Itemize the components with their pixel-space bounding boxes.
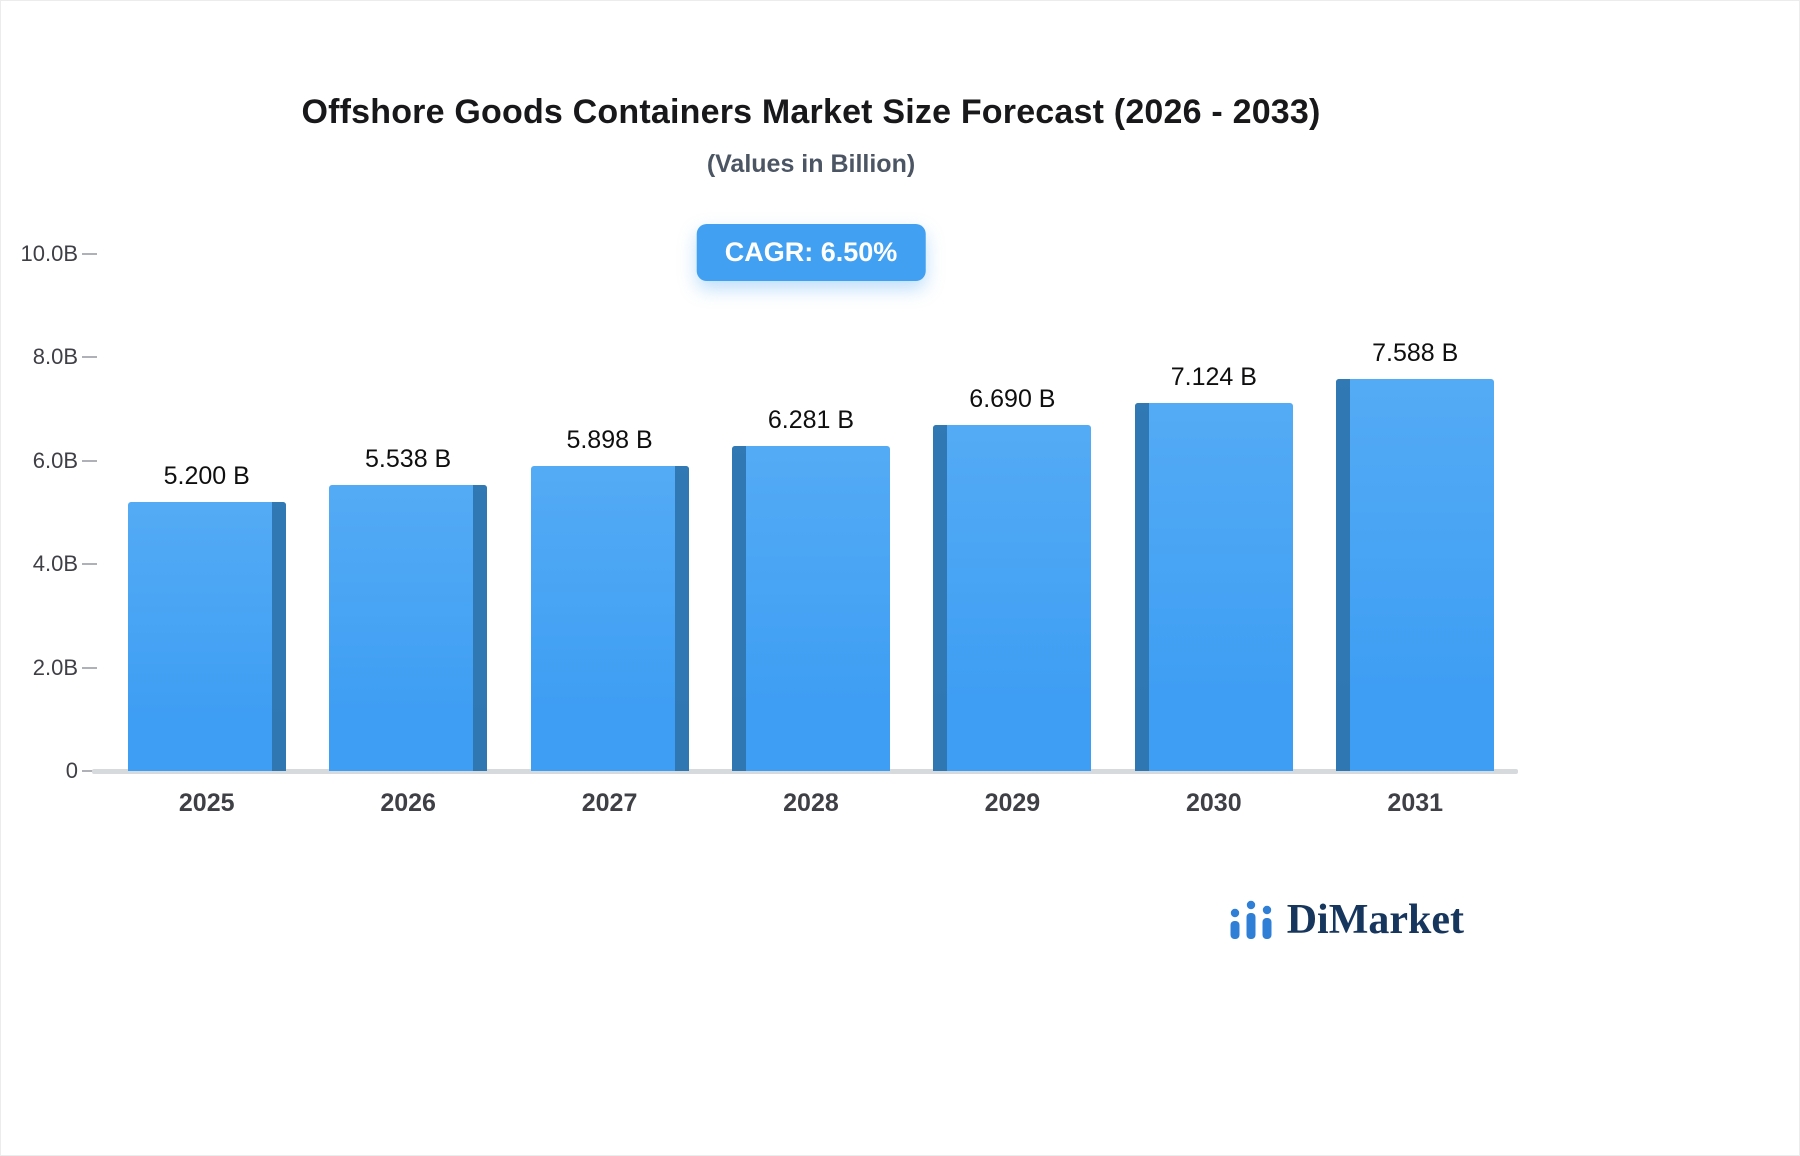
bar-value-label-2027: 5.898 B: [566, 426, 653, 455]
bar-2031: [1336, 378, 1495, 771]
bar-2030: [1134, 402, 1293, 771]
bar-2027: [530, 466, 689, 771]
bar-value-label-2028: 6.281 B: [767, 406, 855, 435]
bar-group-2027: 5.898 B: [509, 426, 710, 771]
bar-value-label-2025: 5.200 B: [163, 462, 250, 491]
bar-3d-edge: [674, 466, 689, 771]
bar-2026: [329, 484, 488, 771]
chart-title: Offshore Goods Containers Market Size Fo…: [301, 93, 1321, 131]
bar-group-2028: 6.281 B: [710, 406, 911, 771]
bar-2029: [933, 425, 1092, 771]
y-axis-tick-label: 10.0B: [20, 241, 79, 266]
bar-3d-edge: [731, 446, 746, 771]
bar-value-label-2029: 6.690 B: [969, 385, 1056, 414]
bar-value-label-2031: 7.588 B: [1372, 338, 1459, 367]
bar-value-label-2026: 5.538 B: [365, 444, 452, 473]
chart-subtitle: (Values in Billion): [706, 150, 916, 178]
bar-group-2029: 6.690 B: [912, 385, 1113, 771]
bar-2028: [731, 446, 890, 771]
bar-group-2031: 7.588 B: [1315, 339, 1516, 771]
y-axis-tick-mark: [82, 666, 97, 669]
bar-value-label-2030: 7.124 B: [1170, 362, 1257, 391]
bar-3d-edge: [1134, 402, 1149, 771]
cagr-badge: CAGR: 6.50%: [696, 224, 926, 281]
y-axis-tick-label: 6.0B: [32, 447, 78, 473]
x-axis-label-2026: 2026: [380, 789, 436, 817]
y-axis-tick-label: 8.0B: [32, 344, 78, 370]
y-axis-tick-mark: [82, 563, 97, 566]
y-axis-tick-mark: [82, 770, 97, 772]
y-axis-tick-mark: [82, 459, 97, 462]
x-axis-label-2031: 2031: [1387, 789, 1444, 817]
chart-header: Offshore Goods Containers Market Size Fo…: [1, 93, 1621, 179]
y-axis-tick-label: 0: [65, 758, 78, 783]
bar-group-2025: 5.200 B: [106, 462, 307, 771]
y-axis-tick-mark: [82, 253, 97, 255]
x-axis-label-2030: 2030: [1186, 789, 1242, 817]
bar-2025: [127, 502, 286, 771]
bar-3d-edge: [473, 484, 488, 771]
bar-chart: CAGR: 6.50% 5.200 B 5.538 B 5.898 B 6.281 B…: [21, 224, 1518, 817]
x-axis-labels: 2025 2026 2027 2028 2029 2030 2031: [106, 789, 1516, 818]
bars-row: 5.200 B 5.538 B 5.898 B 6.281 B 6.690 B 7.124…: [106, 254, 1516, 771]
y-axis-tick-mark: [82, 356, 97, 359]
bar-3d-edge: [933, 425, 948, 771]
x-axis-baseline: [92, 769, 1518, 774]
cagr-badge-label: CAGR: 6.50%: [724, 237, 898, 267]
brand-logo: DiMarket: [1227, 897, 1464, 941]
x-axis-label-2025: 2025: [178, 789, 235, 817]
y-axis-tick-label: 2.0B: [32, 654, 78, 680]
x-axis-label-2027: 2027: [581, 789, 638, 817]
bar-chart-dots-icon: [1227, 897, 1275, 941]
bar-group-2030: 7.124 B: [1113, 363, 1314, 771]
x-axis-label-2028: 2028: [783, 789, 839, 817]
bar-3d-edge: [271, 502, 286, 771]
x-axis-label-2029: 2029: [984, 789, 1041, 817]
bar-group-2026: 5.538 B: [307, 445, 508, 771]
y-axis-tick-label: 4.0B: [32, 551, 78, 577]
bar-3d-edge: [1336, 378, 1351, 771]
brand-name: DiMarket: [1286, 897, 1464, 943]
